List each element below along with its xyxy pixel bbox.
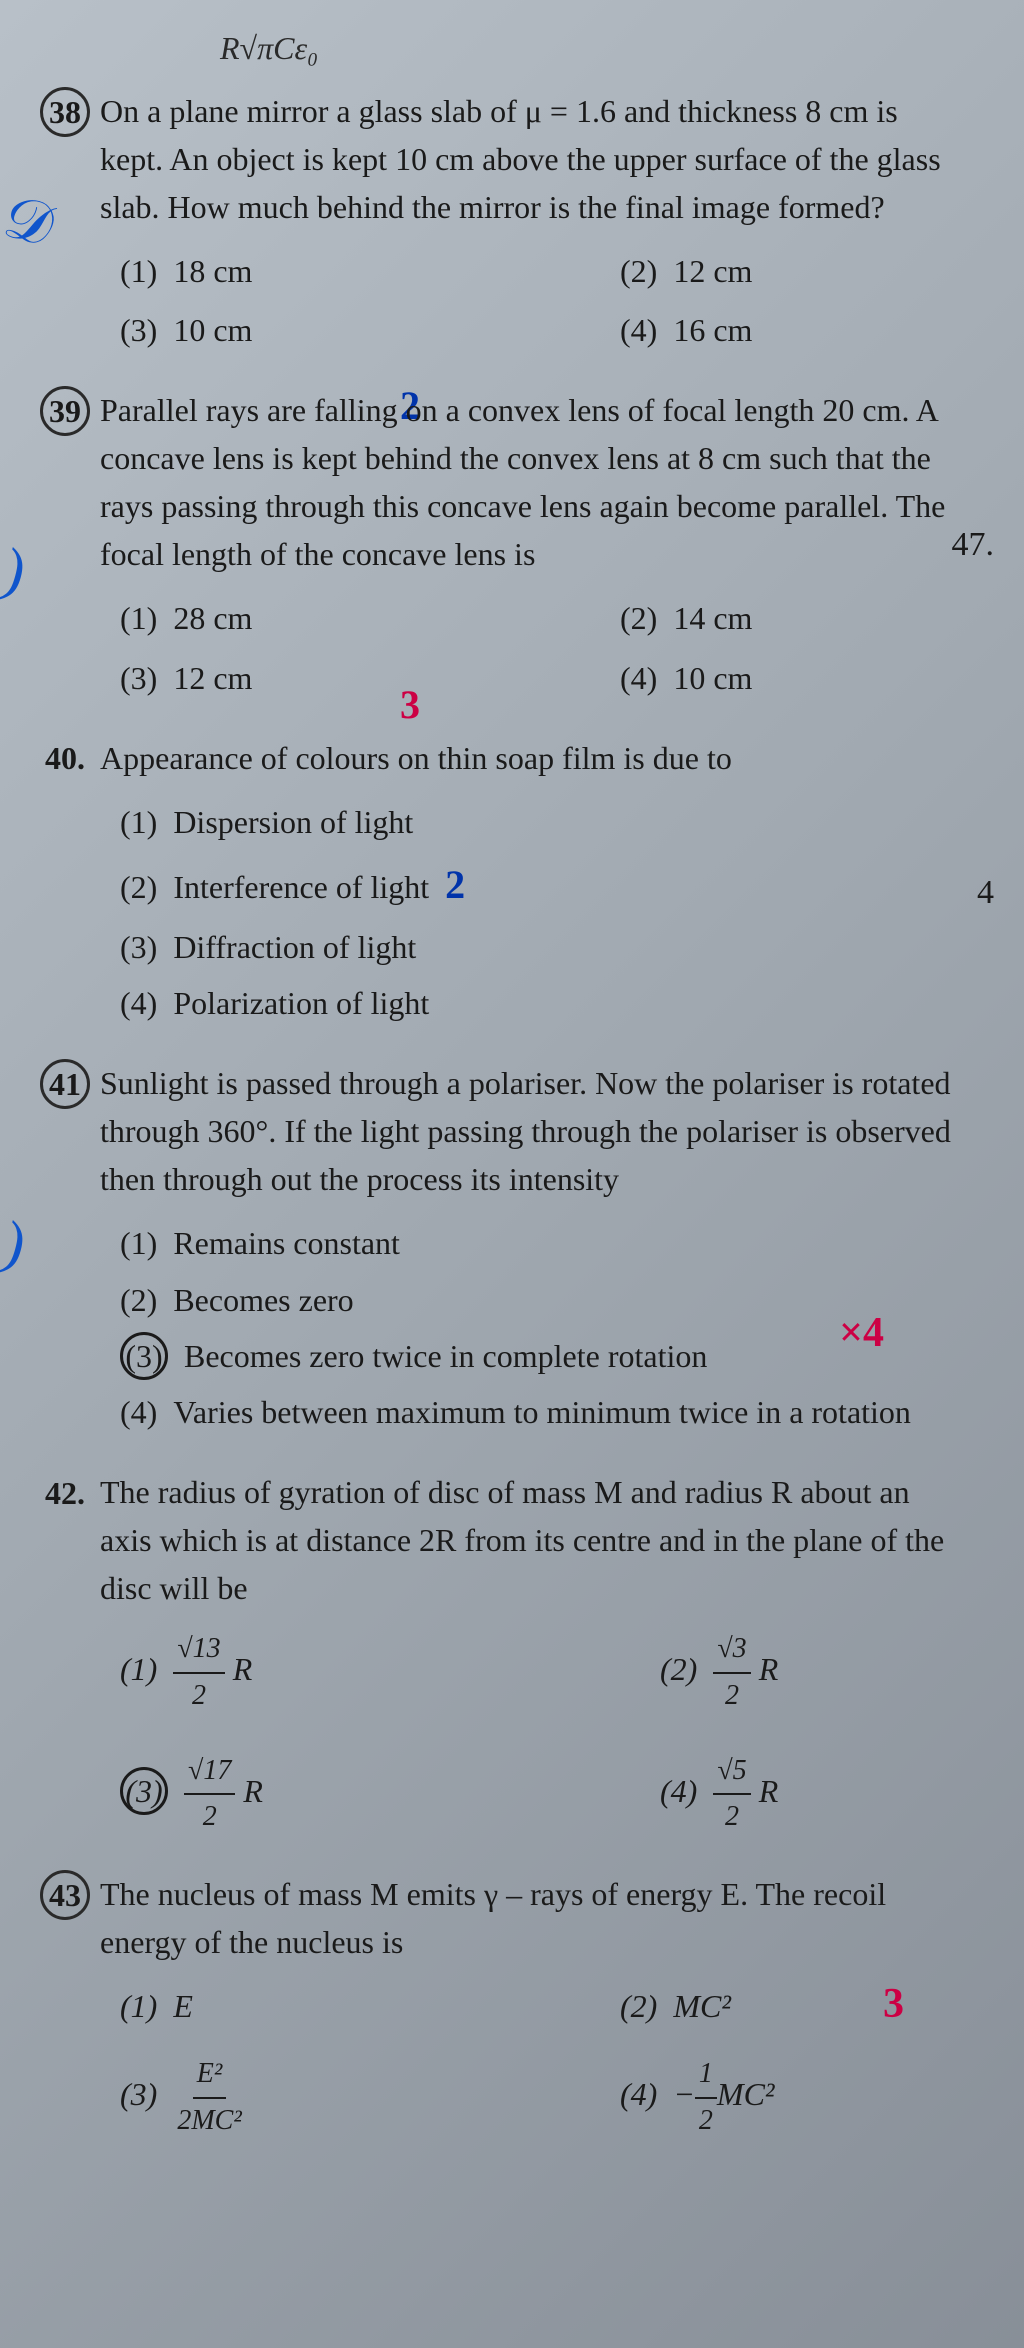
option-1: (1) 28 cm (120, 593, 420, 644)
question-40: 40. Appearance of colours on thin soap f… (100, 734, 964, 1030)
question-42: 42. The radius of gyration of disc of ma… (100, 1468, 964, 1840)
option-4: (4) √52 R (660, 1749, 960, 1841)
margin-number: 47. (952, 526, 995, 564)
option-1: (1) Dispersion of light (120, 797, 964, 848)
option-3: (3) Diffraction of light (120, 922, 964, 973)
question-number: 43 (40, 1870, 90, 1920)
option-3: (3) 12 cm (120, 653, 420, 704)
question-text: Appearance of colours on thin soap film … (100, 734, 964, 782)
option-2: (2) MC² (620, 1981, 920, 2032)
option-4: (4) 16 cm (620, 305, 920, 356)
question-text: The nucleus of mass M emits γ – rays of … (100, 1870, 964, 1966)
margin-squiggle: 𝒟 (0, 182, 61, 261)
option-1: (1) Remains constant (120, 1218, 964, 1269)
margin-number: 4 (977, 874, 994, 912)
question-38: 38 On a plane mirror a glass slab of μ =… (100, 87, 964, 356)
question-text: The radius of gyration of disc of mass M… (100, 1468, 964, 1612)
option-3: (3) E²2MC² (120, 2052, 420, 2144)
question-43: 43 The nucleus of mass M emits γ – rays … (100, 1870, 964, 2144)
option-2: (2) Becomes zero (120, 1275, 964, 1326)
option-2: (2) Interference of light 2 (120, 853, 964, 917)
margin-squiggle: ) (0, 535, 34, 607)
option-4: (4) Polarization of light (120, 978, 964, 1029)
option-2: (2) √32 R (660, 1627, 960, 1719)
question-number: 38 (40, 87, 90, 137)
question-number: 40. (40, 734, 90, 784)
question-text: Parallel rays are falling on a convex le… (100, 386, 964, 578)
option-3: (3) Becomes zero twice in complete rotat… (120, 1331, 964, 1382)
options-list: (1) Dispersion of light (2) Interference… (120, 797, 964, 1030)
question-number: 41 (40, 1059, 90, 1109)
option-1: (1) √132 R (120, 1627, 420, 1719)
option-1: (1) 18 cm (120, 246, 420, 297)
options-grid: (1) E (2) MC² (3) E²2MC² (4) −12MC² (120, 1981, 964, 2144)
question-41: 41 Sunlight is passed through a polarise… (100, 1059, 964, 1438)
option-3: (3) √172 R (120, 1749, 420, 1841)
question-text: Sunlight is passed through a polariser. … (100, 1059, 964, 1203)
pen-annotation: 3 (400, 681, 420, 728)
question-39: 39 Parallel rays are falling on a convex… (100, 386, 964, 703)
header-formula: R√πCε₀ (220, 30, 964, 67)
question-number: 42. (40, 1468, 90, 1518)
option-3: (3) 10 cm (120, 305, 420, 356)
red-pen-annotation: ×4 (839, 1309, 884, 1357)
options-grid: (1) 18 cm (2) 12 cm (3) 10 cm (4) 16 cm (120, 246, 964, 356)
options-grid: (1) 28 cm (2) 14 cm (3) 12 cm (4) 10 cm (120, 593, 964, 703)
option-1: (1) E (120, 1981, 420, 2032)
option-4: (4) Varies between maximum to minimum tw… (120, 1387, 964, 1438)
question-number: 39 (40, 386, 90, 436)
red-pen-annotation: 3 (883, 1980, 904, 2028)
margin-squiggle: ) (0, 1208, 34, 1280)
question-text: On a plane mirror a glass slab of μ = 1.… (100, 87, 964, 231)
option-2: (2) 12 cm (620, 246, 920, 297)
option-4: (4) 10 cm (620, 653, 920, 704)
option-2: (2) 14 cm (620, 593, 920, 644)
options-grid: (1) √132 R (2) √32 R (3) √172 R (4) (120, 1627, 964, 1840)
option-4: (4) −12MC² (620, 2052, 920, 2144)
options-list: (1) Remains constant (2) Becomes zero (3… (120, 1218, 964, 1438)
